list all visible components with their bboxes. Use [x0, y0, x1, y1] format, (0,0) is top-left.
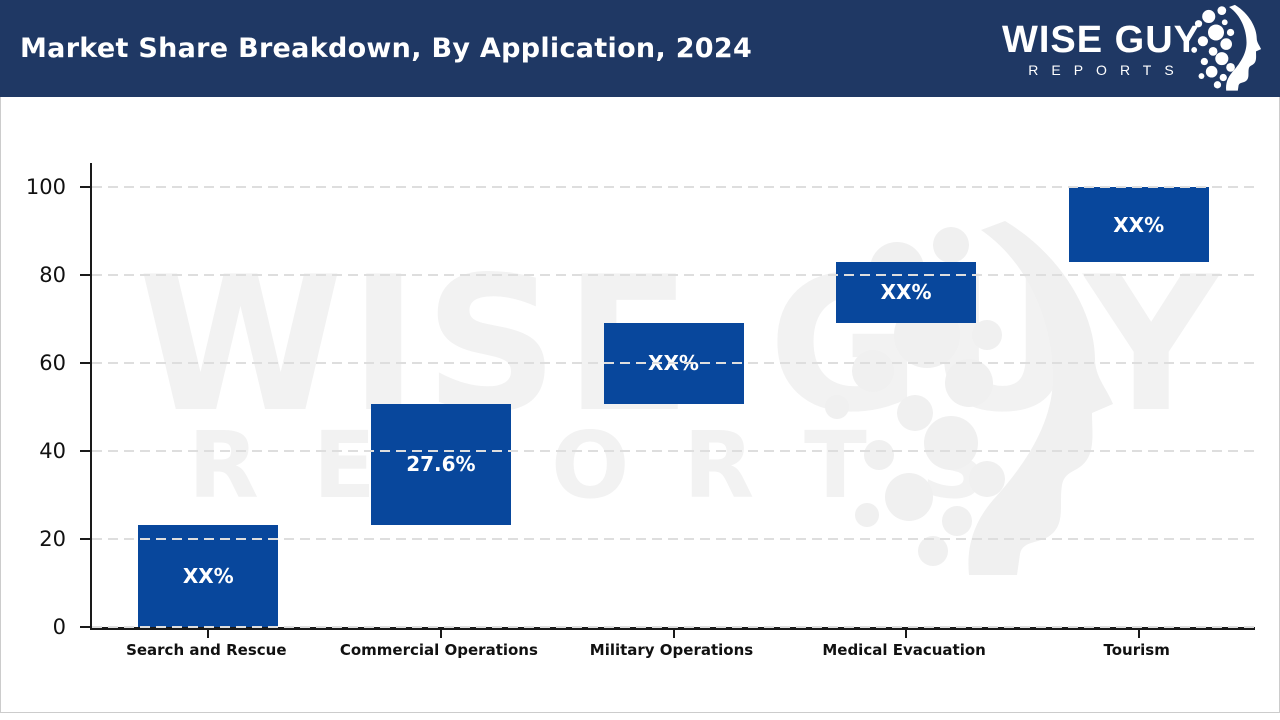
- bar-value-label: XX%: [182, 563, 234, 588]
- plot-area: XX% 27.6% XX% XX% XX%: [80, 163, 1255, 638]
- y-axis-labels: 0 20 40 60 80 100: [0, 163, 84, 639]
- watermark-subtitle: REPORTS: [188, 412, 1042, 519]
- y-axis-tick: [80, 186, 90, 189]
- gridline: [92, 450, 1255, 453]
- x-axis-tick: [672, 630, 675, 638]
- wiseguy-face-icon: [1191, 4, 1262, 91]
- gridline: [92, 274, 1255, 277]
- category-label: Tourism: [1103, 641, 1170, 659]
- x-axis-tick: [1137, 630, 1140, 638]
- y-axis-tick-label: 80: [39, 263, 66, 288]
- x-axis-tick: [905, 630, 908, 638]
- category-label: Commercial Operations: [339, 641, 538, 659]
- y-axis-tick-label: 0: [52, 615, 66, 639]
- x-axis-tick: [439, 630, 442, 638]
- bar: XX%: [138, 524, 279, 627]
- logo-subtitle: REPORTS: [1028, 61, 1187, 78]
- gridline: [92, 186, 1255, 189]
- x-axis-labels: Search and Rescue Commercial Operations Mi…: [90, 640, 1253, 700]
- x-axis-tick: [207, 630, 210, 638]
- y-axis-tick: [80, 274, 90, 277]
- bar-value-label: XX%: [880, 280, 932, 305]
- gridline: [92, 626, 1255, 628]
- category-label: Military Operations: [589, 641, 754, 659]
- bar-value-label: XX%: [1113, 212, 1165, 237]
- y-axis-tick-label: 20: [39, 527, 66, 552]
- logo-text: WISE GUY REPORTS: [1002, 21, 1200, 77]
- y-axis-tick: [80, 450, 90, 453]
- y-axis-tick-label: 40: [39, 439, 66, 464]
- gridline: [92, 538, 1255, 541]
- category-label: Search and Rescue: [126, 641, 287, 659]
- wiseguy-logo: WISE GUY REPORTS: [1002, 4, 1264, 91]
- y-axis-tick: [80, 626, 90, 628]
- bar: XX%: [1068, 187, 1209, 262]
- bar: XX%: [836, 261, 977, 323]
- y-axis-tick: [80, 362, 90, 365]
- y-axis-tick-label: 100: [25, 175, 66, 200]
- bar: 27.6%: [370, 403, 511, 525]
- y-axis-tick-label: 60: [39, 351, 66, 376]
- bar-value-label: 27.6%: [406, 452, 476, 477]
- category-label: Medical Evacuation: [822, 641, 986, 659]
- y-axis-tick: [80, 538, 90, 541]
- logo-wordmark: WISE GUY: [1001, 18, 1200, 61]
- page-title: Market Share Breakdown, By Application, …: [20, 33, 753, 64]
- header-bar: Market Share Breakdown, By Application, …: [0, 0, 1280, 97]
- gridline: [92, 362, 1255, 365]
